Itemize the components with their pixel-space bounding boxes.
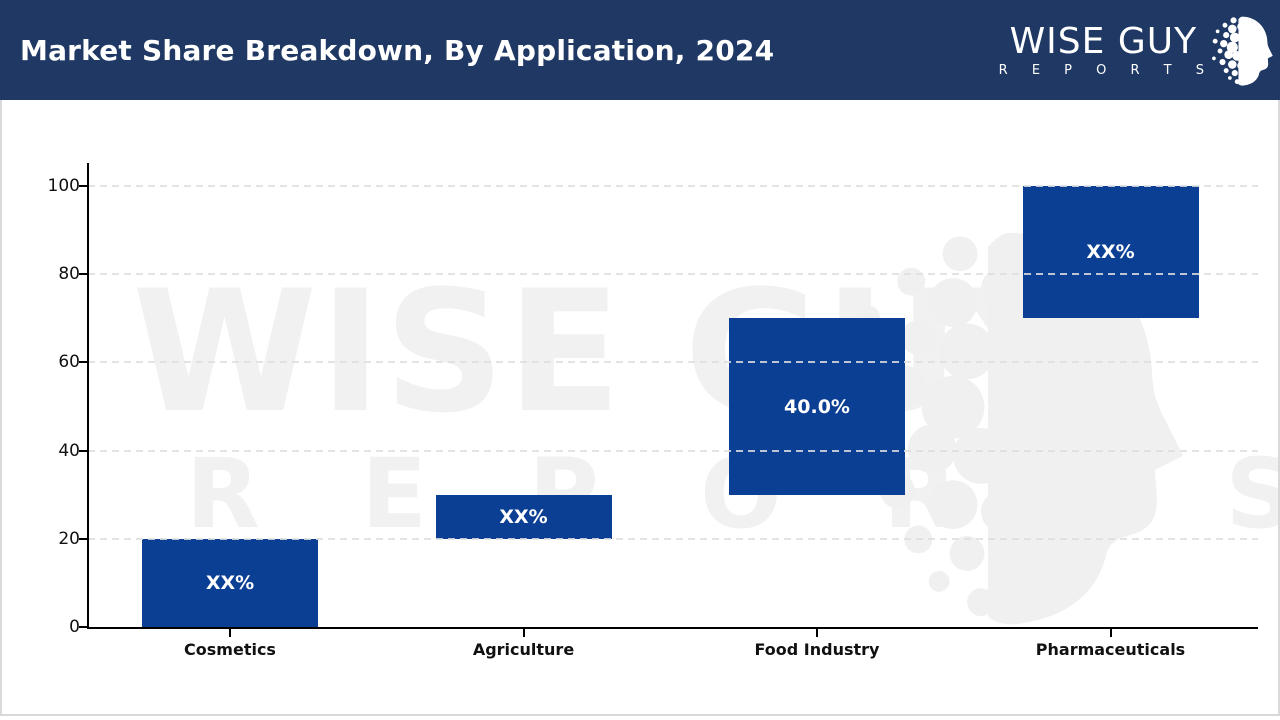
y-axis-tick — [79, 538, 88, 540]
y-axis-tick-label: 80 — [58, 264, 80, 284]
y-axis-tick-label: 0 — [69, 617, 80, 637]
x-axis-category-label: Agriculture — [472, 640, 575, 659]
bar-value-label: XX% — [499, 506, 548, 528]
y-axis-tick-label: 40 — [58, 441, 80, 461]
y-axis-tick — [79, 273, 88, 275]
x-axis-category-label: Pharmaceuticals — [1035, 640, 1186, 659]
y-axis-tick — [79, 185, 88, 187]
x-axis-tick — [522, 629, 525, 637]
bar-value-label: XX% — [205, 572, 255, 594]
logo-wiseguy-text: WISE GUY — [1009, 21, 1198, 62]
bar-value-label: XX% — [1086, 241, 1135, 263]
y-axis-tick-label: 60 — [58, 352, 80, 372]
bar-pharmaceuticals: XX% — [1022, 186, 1199, 318]
y-axis-tick-label: 100 — [47, 176, 80, 196]
logo-text: WISE GUY R E P O R T S — [993, 23, 1214, 79]
x-axis-tick — [1109, 629, 1112, 637]
x-axis-tick — [229, 629, 231, 637]
header-bar: Market Share Breakdown, By Application, … — [0, 0, 1280, 100]
y-axis-tick-label: 20 — [58, 529, 80, 549]
gridline — [88, 538, 1258, 540]
gridline — [88, 450, 1258, 452]
y-axis-tick — [79, 626, 88, 628]
logo-reports-text: R E P O R T S — [998, 63, 1214, 78]
x-axis-category-label: Cosmetics — [184, 640, 276, 659]
bar-cosmetics: XX% — [142, 539, 318, 627]
y-axis-tick — [79, 450, 88, 452]
gridline — [88, 185, 1258, 187]
gridline — [88, 361, 1258, 363]
chart-title: Market Share Breakdown, By Application, … — [20, 33, 775, 67]
y-axis-spine — [87, 163, 89, 629]
x-axis-category-label: Food Industry — [754, 640, 880, 659]
wiseguy-logo: WISE GUY R E P O R T S — [993, 8, 1274, 94]
bar-value-label: 40.0% — [784, 395, 850, 418]
x-axis-spine — [87, 627, 1258, 629]
gridline — [88, 273, 1258, 275]
x-axis-tick — [816, 629, 818, 637]
bar-food-industry: 40.0% — [729, 318, 905, 495]
y-axis-tick — [79, 361, 88, 363]
bar-agriculture: XX% — [435, 495, 612, 539]
